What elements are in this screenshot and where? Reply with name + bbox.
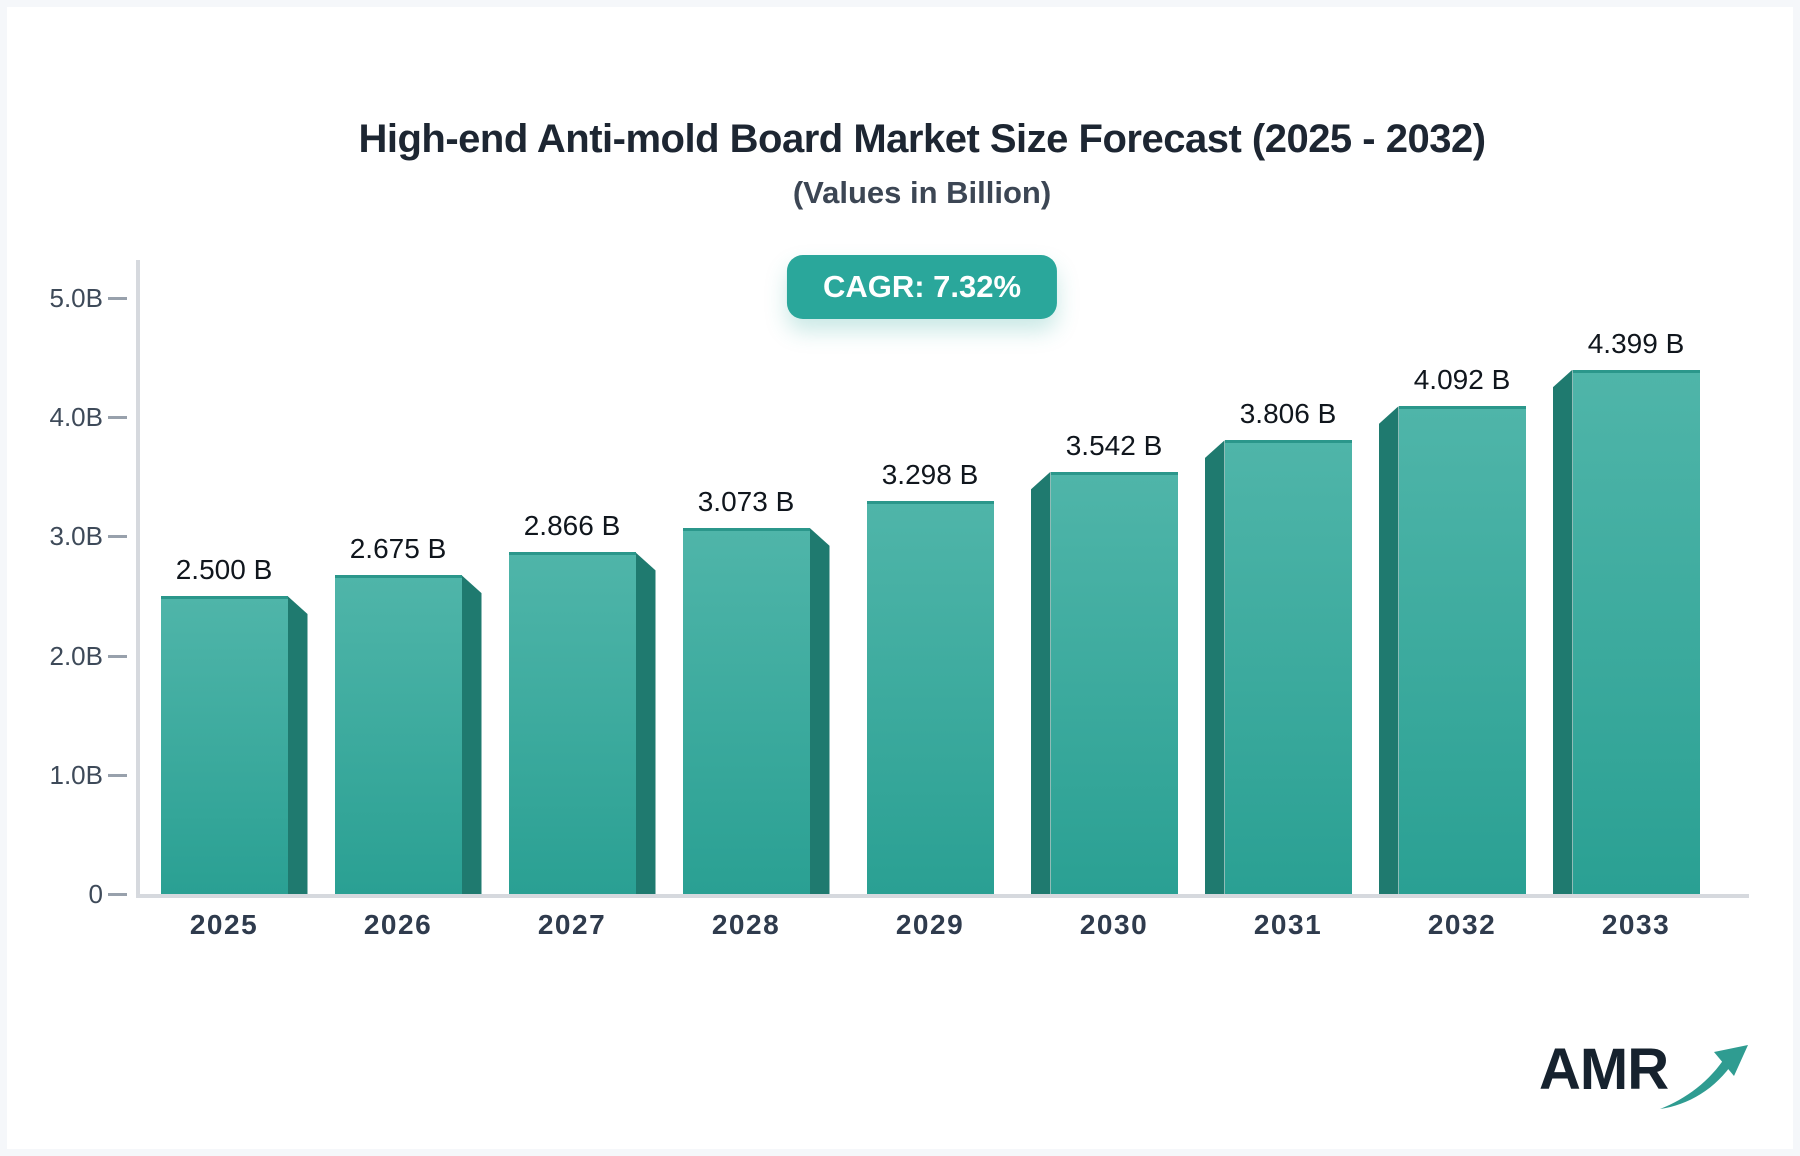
bar-side-face xyxy=(461,575,482,894)
chart-subtitle: (Values in Billion) xyxy=(792,175,1052,210)
x-tick-label: 2028 xyxy=(711,909,781,940)
bar xyxy=(1572,369,1700,894)
bar-side-face xyxy=(1552,369,1573,894)
y-tick-label: 3.0B xyxy=(49,521,104,552)
bar-side-face xyxy=(287,596,308,894)
y-axis-line xyxy=(136,260,140,898)
cagr-badge: CAGR: 7.32% xyxy=(786,255,1058,319)
y-tick-dash xyxy=(108,773,127,777)
bar xyxy=(160,596,288,894)
bar-side-face xyxy=(1204,440,1225,894)
y-tick-dash xyxy=(108,416,127,420)
bar-side-face xyxy=(809,527,830,894)
x-tick-label: 2033 xyxy=(1601,909,1671,940)
bar-side-face xyxy=(1378,406,1399,894)
amr-logo-text: AMR xyxy=(1539,1037,1669,1102)
bar-value-label: 3.073 B xyxy=(697,485,795,517)
y-tick-dash xyxy=(108,893,127,896)
bar-value-label: 2.500 B xyxy=(175,554,273,585)
bar xyxy=(1398,406,1526,894)
amr-logo: AMR xyxy=(1539,1041,1754,1113)
bar-value-label: 4.092 B xyxy=(1413,364,1511,396)
y-tick-label: 1.0B xyxy=(49,759,104,790)
y-tick-dash xyxy=(108,654,127,658)
y-tick-label: 2.0B xyxy=(49,640,104,671)
bar xyxy=(508,552,636,894)
y-tick-dash xyxy=(108,297,127,300)
bar xyxy=(1050,471,1178,894)
y-tick-label: 5.0B xyxy=(49,283,104,313)
x-tick-label: 2027 xyxy=(537,909,607,940)
x-tick-label: 2032 xyxy=(1427,909,1497,940)
y-tick-label: 4.0B xyxy=(49,402,104,433)
bar-value-label: 3.542 B xyxy=(1065,429,1163,461)
y-tick-label: 0 xyxy=(88,879,103,909)
x-tick-label: 2026 xyxy=(363,909,433,940)
bar xyxy=(334,575,462,894)
y-tick-dash xyxy=(108,535,127,539)
chart-title: High-end Anti-mold Board Market Size For… xyxy=(358,117,1486,161)
bar xyxy=(682,527,810,894)
bar-value-label: 2.866 B xyxy=(523,510,621,542)
x-tick-label: 2030 xyxy=(1079,909,1149,940)
bar-value-label: 3.806 B xyxy=(1239,398,1337,430)
x-tick-label: 2029 xyxy=(895,909,965,940)
bar-value-label: 3.298 B xyxy=(881,458,979,490)
bar xyxy=(1224,440,1352,894)
bar xyxy=(866,500,994,894)
x-tick-label: 2025 xyxy=(189,909,259,940)
bar-value-label: 2.675 B xyxy=(349,533,447,565)
growth-arrow-icon xyxy=(1660,1045,1749,1109)
bar-side-face xyxy=(635,552,656,894)
bar-value-label: 4.399 B xyxy=(1587,327,1685,359)
x-axis-baseline xyxy=(136,894,1749,898)
bar-side-face xyxy=(1030,471,1051,894)
x-tick-label: 2031 xyxy=(1253,909,1323,940)
